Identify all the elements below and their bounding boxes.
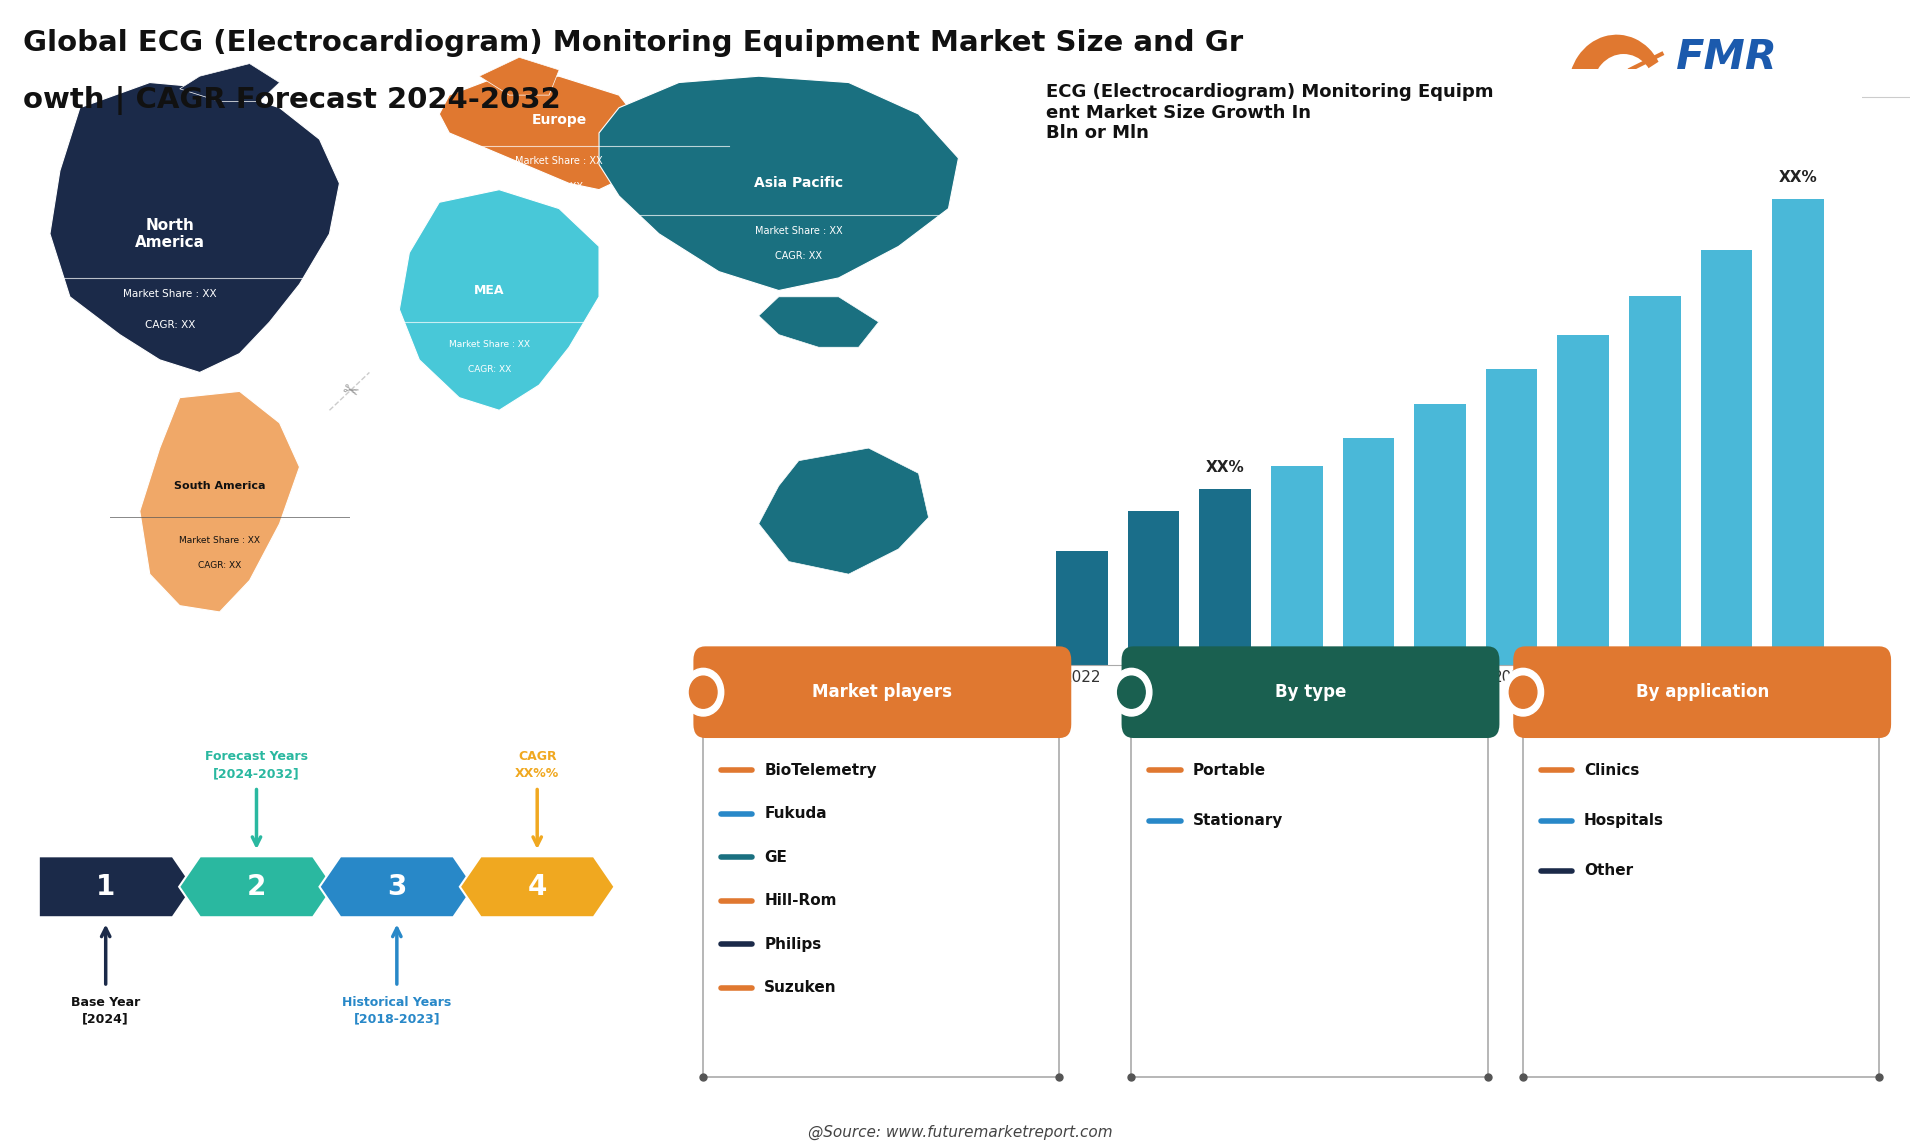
Text: FMR: FMR bbox=[1676, 37, 1778, 79]
Text: Historical Years
[2018-2023]: Historical Years [2018-2023] bbox=[342, 996, 451, 1026]
Text: Hill-Rom: Hill-Rom bbox=[764, 893, 837, 909]
Text: CAGR: XX: CAGR: XX bbox=[144, 321, 196, 330]
Text: Clinics: Clinics bbox=[1584, 762, 1640, 778]
Text: CAGR
XX%%: CAGR XX%% bbox=[515, 751, 559, 780]
Text: By application: By application bbox=[1636, 683, 1768, 701]
Polygon shape bbox=[758, 448, 929, 574]
Text: ✂: ✂ bbox=[338, 379, 361, 403]
Circle shape bbox=[1112, 668, 1152, 716]
Bar bbox=[1200, 488, 1250, 665]
Text: CAGR: XX: CAGR: XX bbox=[198, 560, 242, 570]
Bar bbox=[1557, 336, 1609, 665]
Text: 4: 4 bbox=[528, 873, 547, 901]
Bar bbox=[1772, 199, 1824, 665]
Bar bbox=[1127, 511, 1179, 665]
Text: FUTURE MARKET REPORT: FUTURE MARKET REPORT bbox=[1676, 107, 1824, 117]
Bar bbox=[1271, 466, 1323, 665]
Polygon shape bbox=[599, 76, 958, 290]
Text: Forecast Years
[2024-2032]: Forecast Years [2024-2032] bbox=[205, 751, 307, 780]
Text: @Source: www.futuremarketreport.com: @Source: www.futuremarketreport.com bbox=[808, 1125, 1112, 1140]
Polygon shape bbox=[179, 856, 334, 917]
Text: Market Share : XX: Market Share : XX bbox=[179, 535, 259, 544]
Text: By type: By type bbox=[1275, 683, 1346, 701]
Text: Stationary: Stationary bbox=[1192, 813, 1283, 829]
Text: CAGR: XX: CAGR: XX bbox=[776, 251, 822, 261]
Text: Suzuken: Suzuken bbox=[764, 980, 837, 996]
Text: MEA: MEA bbox=[474, 284, 505, 297]
Bar bbox=[1415, 403, 1465, 665]
Text: Philips: Philips bbox=[764, 936, 822, 952]
Circle shape bbox=[1592, 54, 1655, 124]
Text: 3: 3 bbox=[388, 873, 407, 901]
Polygon shape bbox=[461, 856, 614, 917]
Circle shape bbox=[1117, 676, 1144, 708]
Text: Market Share : XX: Market Share : XX bbox=[123, 289, 217, 299]
Text: Base Year
[2024]: Base Year [2024] bbox=[71, 996, 140, 1026]
Polygon shape bbox=[38, 856, 194, 917]
Text: South America: South America bbox=[175, 481, 265, 490]
Text: CAGR: XX: CAGR: XX bbox=[468, 366, 511, 375]
Circle shape bbox=[684, 668, 724, 716]
Polygon shape bbox=[180, 63, 280, 102]
Text: Other: Other bbox=[1584, 863, 1634, 879]
Text: Market Share : XX: Market Share : XX bbox=[515, 157, 603, 166]
Text: Market Share : XX: Market Share : XX bbox=[449, 340, 530, 350]
Text: owth | CAGR Forecast 2024-2032: owth | CAGR Forecast 2024-2032 bbox=[23, 86, 561, 115]
FancyBboxPatch shape bbox=[1121, 646, 1500, 738]
Text: BioTelemetry: BioTelemetry bbox=[764, 762, 877, 778]
FancyBboxPatch shape bbox=[1599, 70, 1634, 124]
Polygon shape bbox=[758, 297, 879, 347]
Polygon shape bbox=[50, 83, 340, 372]
Polygon shape bbox=[319, 856, 474, 917]
Circle shape bbox=[1509, 676, 1536, 708]
Text: GE: GE bbox=[764, 849, 787, 865]
Text: Europe: Europe bbox=[532, 113, 588, 127]
Circle shape bbox=[1503, 668, 1544, 716]
Text: Hospitals: Hospitals bbox=[1584, 813, 1665, 829]
Text: CAGR: XX: CAGR: XX bbox=[536, 182, 582, 191]
Text: North
America: North America bbox=[134, 218, 205, 250]
Text: Portable: Portable bbox=[1192, 762, 1265, 778]
Text: XX%: XX% bbox=[1206, 460, 1244, 476]
Text: 1: 1 bbox=[96, 873, 115, 901]
Text: Market players: Market players bbox=[812, 683, 952, 701]
Bar bbox=[1486, 369, 1538, 665]
FancyBboxPatch shape bbox=[693, 646, 1071, 738]
Bar bbox=[1056, 551, 1108, 665]
Polygon shape bbox=[399, 189, 599, 410]
Text: Fukuda: Fukuda bbox=[764, 806, 828, 822]
FancyBboxPatch shape bbox=[1513, 646, 1891, 738]
Circle shape bbox=[689, 676, 716, 708]
Polygon shape bbox=[440, 76, 649, 189]
Wedge shape bbox=[1569, 34, 1659, 143]
Bar bbox=[1701, 250, 1753, 665]
Polygon shape bbox=[140, 391, 300, 612]
Bar bbox=[1630, 296, 1680, 665]
Text: ECG (Electrocardiogram) Monitoring Equipm
ent Market Size Growth In
Bln or Mln: ECG (Electrocardiogram) Monitoring Equip… bbox=[1046, 83, 1494, 142]
Text: 2: 2 bbox=[248, 873, 267, 901]
Text: Global ECG (Electrocardiogram) Monitoring Equipment Market Size and Gr: Global ECG (Electrocardiogram) Monitorin… bbox=[23, 29, 1242, 56]
Text: Asia Pacific: Asia Pacific bbox=[755, 176, 843, 190]
Text: XX%: XX% bbox=[1778, 171, 1818, 186]
Text: Market Share : XX: Market Share : XX bbox=[755, 226, 843, 236]
Polygon shape bbox=[480, 57, 559, 95]
Bar bbox=[1342, 438, 1394, 665]
